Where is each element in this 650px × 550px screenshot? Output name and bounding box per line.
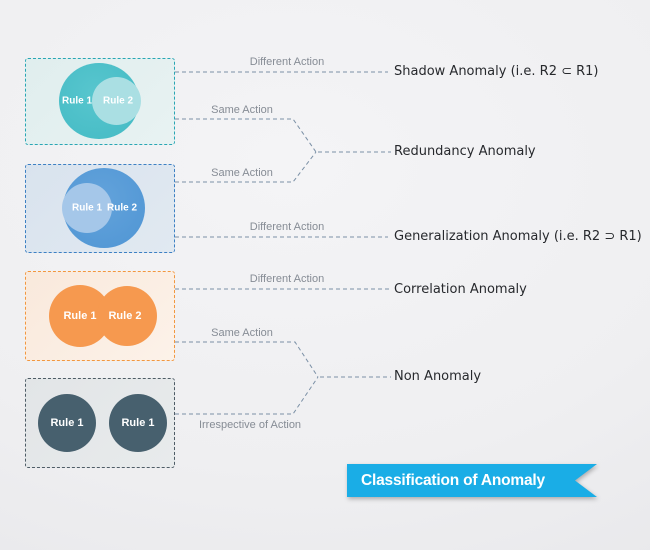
diagram-title: Classification of Anomaly [361, 471, 545, 489]
disjoint-case-box: Rule 1 Rule 1 [25, 378, 175, 468]
action-label-different-1: Different Action [249, 56, 325, 68]
action-label-different-2: Different Action [249, 221, 325, 233]
action-label-same-1: Same Action [211, 104, 273, 116]
action-label-irrespective: Irrespective of Action [198, 419, 302, 431]
rule2-label: Rule 2 [106, 202, 138, 214]
rule1-label: Rule 1 [71, 202, 103, 214]
shadow-case-box: Rule 1 Rule 2 [25, 58, 175, 145]
rule2-inner-circle [92, 77, 141, 125]
non-anomaly-label: Non Anomaly [394, 369, 482, 384]
correlation-anomaly-label: Correlation Anomaly [394, 282, 527, 297]
rule1-right-circle [109, 394, 167, 452]
rule1-label: Rule 1 [63, 310, 97, 322]
rule1-left-circle [38, 394, 96, 452]
shadow-anomaly-label: Shadow Anomaly (i.e. R2 ⊂ R1) [394, 64, 599, 79]
connector-non-anomaly-branch-top [175, 341, 319, 378]
rule2-label: Rule 2 [108, 310, 142, 322]
action-label-different-3: Different Action [249, 273, 325, 285]
generalization-anomaly-label: Generalization Anomaly (i.e. R2 ⊃ R1) [394, 229, 642, 244]
rule1-left-label: Rule 1 [50, 417, 84, 429]
connector-redundancy-branch-top [175, 118, 317, 153]
action-label-same-2: Same Action [211, 167, 273, 179]
title-ribbon-shape: Classification of Anomaly [347, 464, 597, 497]
rule2-circle [97, 286, 157, 346]
rule1-right-label: Rule 1 [121, 417, 155, 429]
title-ribbon: Classification of Anomaly [347, 464, 597, 497]
redundancy-anomaly-label: Redundancy Anomaly [394, 144, 536, 159]
rule1-label: Rule 1 [61, 95, 93, 107]
rule2-label: Rule 2 [102, 95, 134, 107]
connector-non-anomaly-branch-bottom [175, 376, 319, 415]
rule1-inner-circle [62, 183, 112, 233]
generalization-case-box: Rule 1 Rule 2 [25, 164, 175, 253]
action-label-same-3: Same Action [211, 327, 273, 339]
correlation-case-box: Rule 1 Rule 2 [25, 271, 175, 361]
